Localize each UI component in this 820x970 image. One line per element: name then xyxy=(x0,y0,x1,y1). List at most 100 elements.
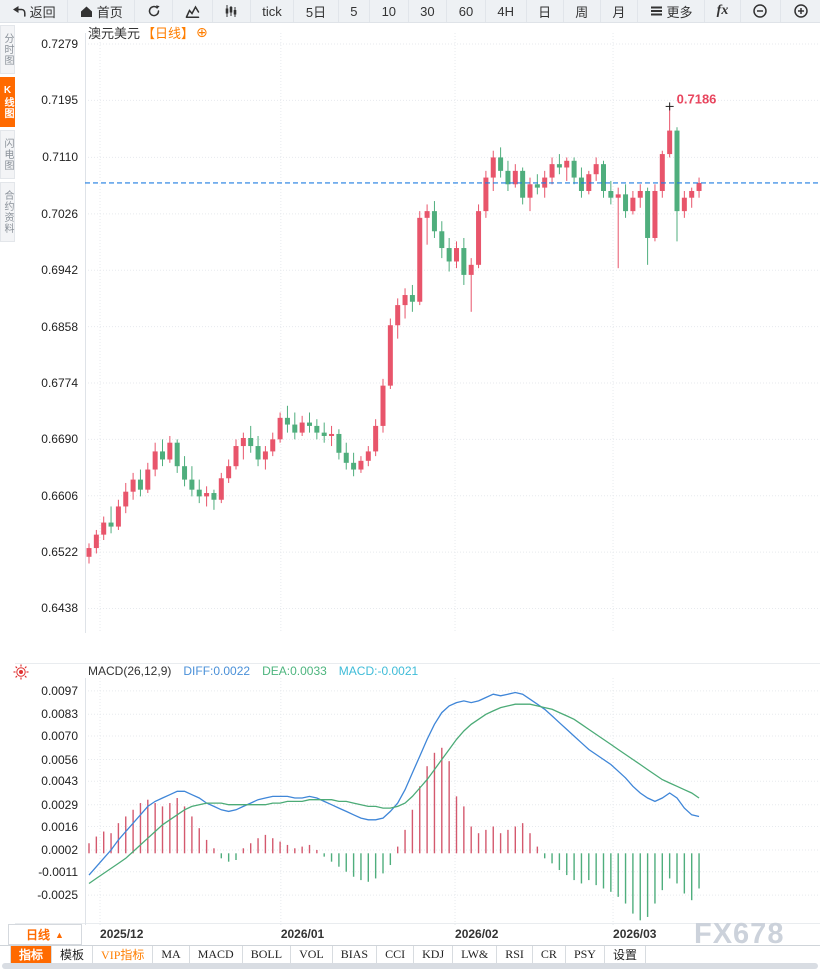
candle-body xyxy=(292,424,298,433)
period-4h-button[interactable]: 4H xyxy=(486,0,527,22)
candle-body xyxy=(284,417,290,425)
candle-body xyxy=(556,164,562,168)
macd-header: MACD(26,12,9) DIFF:0.0022 DEA:0.0033 MAC… xyxy=(88,664,418,678)
back-arrow-icon xyxy=(12,5,26,17)
sidebar-tab-kline[interactable]: K线图 xyxy=(0,77,15,127)
macd-diff-value: DIFF:0.0022 xyxy=(183,664,251,678)
indicator-tab-ma[interactable]: MA xyxy=(153,946,190,963)
candle-body xyxy=(681,197,687,212)
candle-body xyxy=(307,422,312,426)
candle-body xyxy=(645,190,651,238)
macd-axis-label: 0.0043 xyxy=(41,774,78,789)
indicator-tab-macd[interactable]: MACD xyxy=(190,946,243,963)
add-symbol-icon[interactable]: ⊕ xyxy=(196,24,208,40)
period-week-button[interactable]: 周 xyxy=(564,0,601,22)
refresh-button[interactable] xyxy=(135,0,174,22)
candle-body xyxy=(439,231,445,249)
indicator-tab-kdj[interactable]: KDJ xyxy=(414,946,454,963)
candle-body xyxy=(380,385,386,426)
indicator-tab-psy[interactable]: PSY xyxy=(566,946,605,963)
candle-body xyxy=(534,184,540,188)
more-button[interactable]: 更多 xyxy=(638,0,706,22)
horizontal-scrollbar[interactable] xyxy=(2,963,818,969)
macd-bar-value: MACD:-0.0021 xyxy=(338,664,419,678)
candle-body xyxy=(667,130,673,155)
macd-axis-label: 0.0056 xyxy=(41,752,78,767)
period-day-button[interactable]: 日 xyxy=(527,0,564,22)
candlestick-chart[interactable]: 0.7186 xyxy=(85,33,820,633)
price-axis-label: 0.6942 xyxy=(41,263,78,278)
candle-body xyxy=(365,451,371,461)
price-axis-label: 0.6606 xyxy=(41,488,78,503)
indicator-tab-lw[interactable]: LW& xyxy=(453,946,498,963)
indicator-tab-vol[interactable]: VOL xyxy=(291,946,333,963)
home-button[interactable]: 首页 xyxy=(68,0,136,22)
home-icon xyxy=(80,6,92,17)
candle-body xyxy=(218,478,224,500)
candle-body xyxy=(498,157,504,171)
candle-body xyxy=(454,248,459,262)
candle-body xyxy=(527,184,533,198)
macd-axis-label: 0.0083 xyxy=(41,707,78,722)
line-chart-button[interactable] xyxy=(173,0,213,22)
zoom-in-button[interactable] xyxy=(781,0,820,22)
indicator-tab-cci[interactable]: CCI xyxy=(377,946,415,963)
candle-body xyxy=(262,451,268,460)
line-chart-icon xyxy=(185,4,200,18)
top-toolbar: 返回 首页 tick 5日 5 10 30 60 4H 日周月更多 fx xyxy=(0,0,820,23)
back-button[interactable]: 返回 xyxy=(0,0,69,22)
candle-body xyxy=(593,164,599,175)
price-axis-label: 0.6522 xyxy=(41,545,78,560)
period-30-button[interactable]: 30 xyxy=(409,0,448,22)
candle-body xyxy=(115,506,121,527)
period-60-button[interactable]: 60 xyxy=(447,0,486,22)
indicator-tab-rsi[interactable]: RSI xyxy=(497,946,533,963)
indicator-tab-vip[interactable]: VIP指标 xyxy=(93,946,154,963)
candle-body xyxy=(314,425,320,433)
period-month-button[interactable]: 月 xyxy=(601,0,638,22)
zoom-out-button[interactable] xyxy=(741,0,782,22)
indicator-tab-template[interactable]: 模板 xyxy=(52,946,94,963)
indicator-toolbar: 指标 模板 VIP指标 MA MACD BOLL VOL BIAS CCI KDJ LW& RSI CR… xyxy=(0,945,820,963)
indicator-tab-boll[interactable]: BOLL xyxy=(243,946,292,963)
candle-body xyxy=(652,190,658,238)
candle-body xyxy=(123,491,129,507)
candle-body xyxy=(615,194,621,198)
candlestick-chart-button[interactable] xyxy=(213,0,251,22)
period-10-button[interactable]: 10 xyxy=(370,0,409,22)
macd-chart[interactable] xyxy=(85,678,820,925)
candle-body xyxy=(446,248,452,262)
x-axis-label: 2026/01 xyxy=(280,927,325,941)
price-axis-label: 0.7195 xyxy=(41,93,78,108)
candle-body xyxy=(189,479,195,490)
candle-body xyxy=(137,479,143,490)
candle-body xyxy=(505,170,511,185)
indicator-tab-bias[interactable]: BIAS xyxy=(333,946,378,963)
macd-axis-label: 0.0029 xyxy=(41,797,78,812)
indicator-sun-icon[interactable] xyxy=(13,664,29,685)
tick-period-button[interactable]: tick xyxy=(251,0,295,22)
sidebar-tab-contract-info[interactable]: 合约资料 xyxy=(0,182,15,242)
formula-button[interactable]: fx xyxy=(705,0,741,22)
sidebar-tab-timeshare[interactable]: 分时图 xyxy=(0,25,15,74)
period-5d-button[interactable]: 5日 xyxy=(294,0,339,22)
indicator-tab-indicator[interactable]: 指标 xyxy=(10,946,53,963)
indicator-tab-cr[interactable]: CR xyxy=(533,946,566,963)
period-selector-button[interactable]: 日线 ▲ xyxy=(8,924,82,945)
macd-axis-label: -0.0025 xyxy=(37,888,78,903)
candle-body xyxy=(483,177,489,212)
candle-body xyxy=(277,417,283,440)
candle-body xyxy=(174,442,180,467)
price-axis-label: 0.7279 xyxy=(41,37,78,51)
macd-axis-label: 0.0097 xyxy=(41,683,78,698)
candle-body xyxy=(373,425,379,452)
period-5-button[interactable]: 5 xyxy=(339,0,370,22)
x-axis-label: 2026/03 xyxy=(613,927,657,941)
candle-body xyxy=(630,197,636,212)
refresh-icon xyxy=(148,5,160,17)
price-axis-label: 0.6438 xyxy=(41,601,78,616)
candle-body xyxy=(358,460,364,470)
indicator-tab-settings[interactable]: 设置 xyxy=(605,946,646,963)
macd-diff-line xyxy=(88,691,700,876)
sidebar-tab-lightning[interactable]: 闪电图 xyxy=(0,130,15,179)
